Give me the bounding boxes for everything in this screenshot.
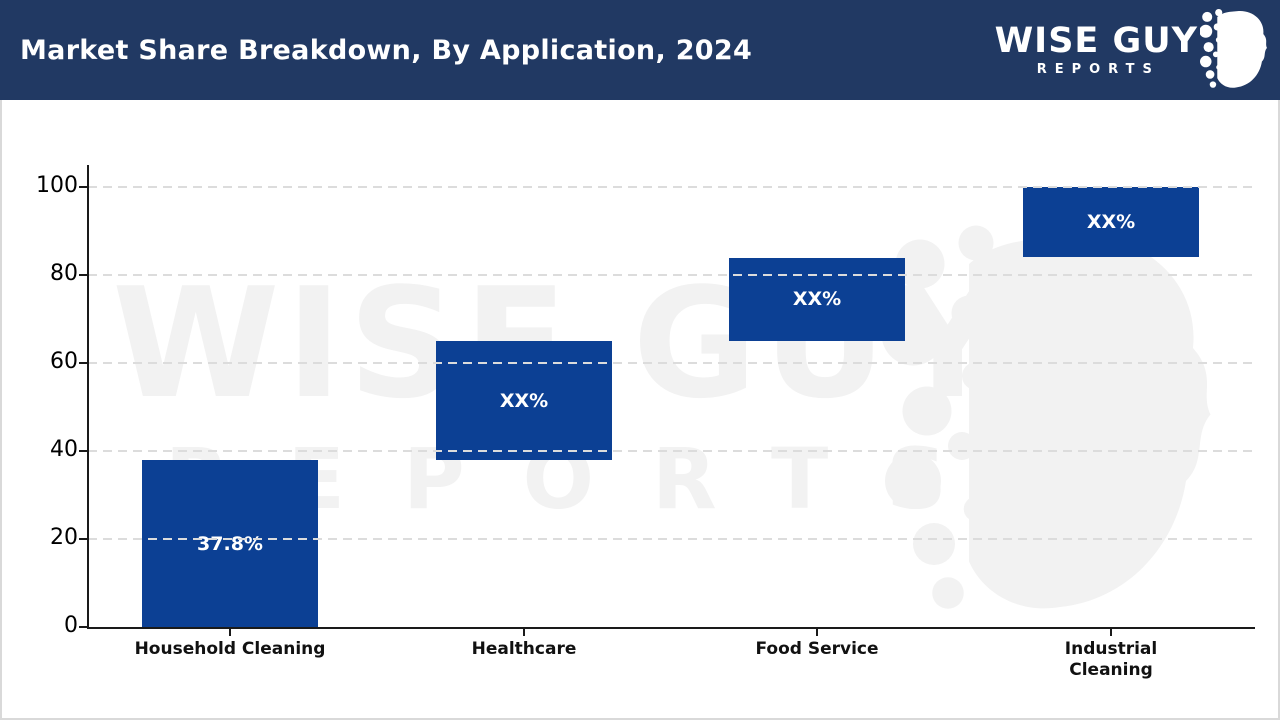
x-tick-mark bbox=[523, 627, 525, 636]
x-tick-mark bbox=[229, 627, 231, 636]
brand-face-icon bbox=[1200, 8, 1267, 88]
y-tick-label: 100 bbox=[36, 172, 78, 198]
y-tick-label: 20 bbox=[50, 524, 78, 550]
gridline-40 bbox=[88, 449, 1255, 452]
gridline-60 bbox=[88, 361, 1255, 364]
x-axis-line bbox=[87, 627, 1255, 629]
header: Market Share Breakdown, By Application, … bbox=[0, 0, 1280, 100]
bar-value-label: XX% bbox=[792, 288, 842, 311]
y-axis-line bbox=[87, 165, 89, 629]
y-tick-mark bbox=[79, 185, 88, 188]
y-tick-label: 40 bbox=[50, 436, 78, 462]
bar-value-label: XX% bbox=[1086, 210, 1136, 233]
brand-name: WISE GUY bbox=[994, 20, 1198, 61]
brand-subtitle: REPORTS bbox=[1036, 61, 1160, 77]
gridline-80 bbox=[88, 273, 1255, 276]
gridline-20 bbox=[88, 537, 1255, 540]
x-axis-label: Industrial Cleaning bbox=[1064, 639, 1158, 681]
y-tick-label: 80 bbox=[50, 260, 78, 286]
y-tick-mark bbox=[79, 449, 88, 452]
y-tick-label: 0 bbox=[64, 613, 78, 638]
brand-logo: WISE GUY REPORTS bbox=[995, 0, 1272, 100]
bar: XX% bbox=[436, 341, 612, 461]
brand-logo-text: WISE GUY REPORTS bbox=[994, 20, 1198, 77]
bar-value-label: XX% bbox=[499, 389, 549, 412]
watermark-face-logo bbox=[881, 225, 1211, 609]
x-axis-label: Food Service bbox=[755, 639, 879, 659]
x-tick-mark bbox=[1110, 627, 1112, 636]
y-tick-mark bbox=[79, 626, 88, 628]
bar: XX% bbox=[729, 257, 905, 342]
y-tick-mark bbox=[79, 361, 88, 364]
y-tick-mark bbox=[79, 273, 88, 276]
page-title: Market Share Breakdown, By Application, … bbox=[20, 34, 753, 66]
x-axis-label: Healthcare bbox=[471, 639, 577, 659]
x-axis-label: Household Cleaning bbox=[134, 639, 326, 659]
x-tick-mark bbox=[816, 627, 818, 636]
bar: 37.8% bbox=[142, 460, 318, 627]
y-tick-label: 60 bbox=[50, 348, 78, 374]
y-tick-mark bbox=[79, 537, 88, 540]
gridline-100 bbox=[88, 185, 1255, 188]
bar: XX% bbox=[1023, 186, 1199, 257]
bar-value-label: 37.8% bbox=[197, 532, 263, 555]
